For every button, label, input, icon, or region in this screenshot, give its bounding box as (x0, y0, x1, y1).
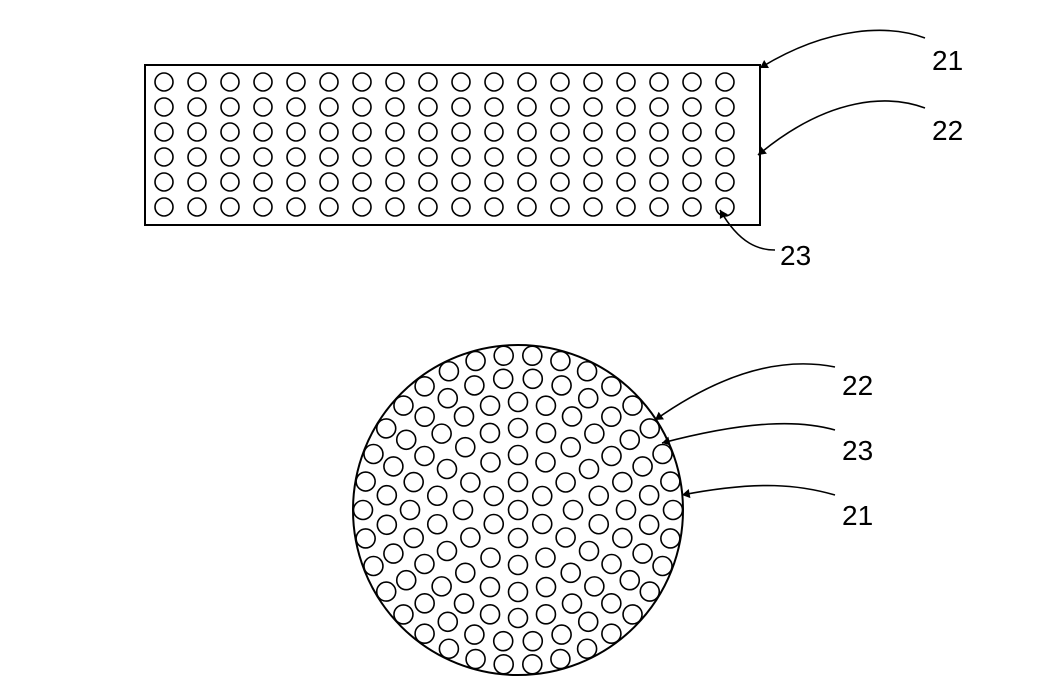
circular-perforated-plate (353, 345, 683, 675)
rect-perforated-plate (145, 65, 760, 225)
rect-ref-23: 23 (780, 240, 811, 272)
rect-ref-21: 21 (932, 45, 963, 77)
patent-diagram (0, 0, 1038, 684)
rect-ref-22: 22 (932, 115, 963, 147)
circ-ref-21: 21 (842, 500, 873, 532)
circ-ref-23: 23 (842, 435, 873, 467)
circ-ref-22: 22 (842, 370, 873, 402)
